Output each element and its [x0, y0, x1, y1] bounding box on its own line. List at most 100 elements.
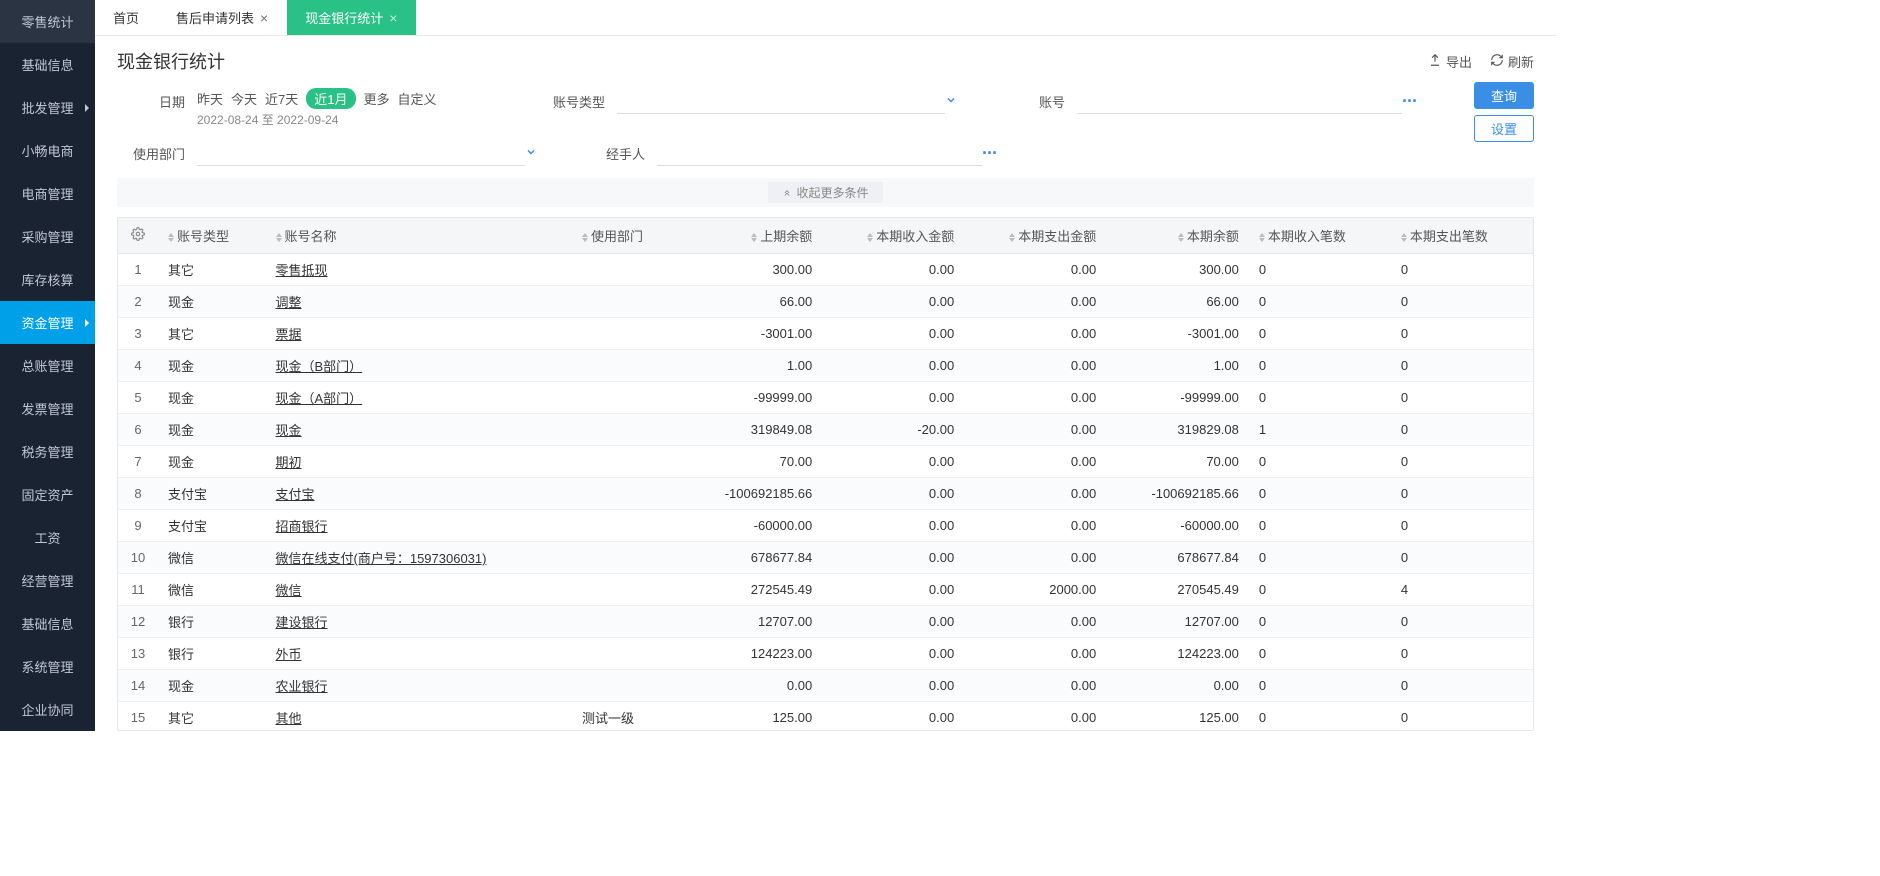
date-preset[interactable]: 近1月 — [306, 88, 355, 109]
sidebar-item[interactable]: 资金管理 — [0, 301, 95, 344]
sidebar-item[interactable]: 经营管理 — [0, 559, 95, 602]
sidebar-item[interactable]: 批发管理 — [0, 86, 95, 129]
date-preset[interactable]: 近7天 — [265, 89, 298, 108]
cell-inCnt: 0 — [1249, 382, 1391, 414]
cell-name[interactable]: 其他 — [266, 702, 573, 732]
filter-dept-label: 使用部门 — [117, 140, 197, 163]
sidebar-item[interactable]: 固定资产 — [0, 473, 95, 516]
date-preset[interactable]: 昨天 — [197, 89, 223, 108]
chevron-down-icon[interactable] — [945, 94, 957, 109]
column-label: 上期余额 — [760, 229, 812, 244]
column-header[interactable]: 本期支出金额 — [964, 218, 1106, 254]
tab-label: 现金银行统计 — [305, 8, 383, 27]
cell-type: 现金 — [158, 350, 266, 382]
sidebar-item[interactable]: 税务管理 — [0, 430, 95, 473]
cell-name[interactable]: 现金 — [266, 414, 573, 446]
cell-inCnt: 0 — [1249, 318, 1391, 350]
cell-in: 0.00 — [822, 446, 964, 478]
filter-date-label: 日期 — [117, 88, 197, 111]
cell-bal: 66.00 — [1106, 286, 1249, 318]
refresh-button[interactable]: 刷新 — [1490, 52, 1534, 71]
cell-name[interactable]: 现金（A部门） — [266, 382, 573, 414]
cell-dept — [572, 446, 680, 478]
cell-name[interactable]: 调整 — [266, 286, 573, 318]
sidebar-item[interactable]: 发票管理 — [0, 387, 95, 430]
query-button[interactable]: 查询 — [1474, 82, 1534, 109]
sidebar-item[interactable]: 企业协同 — [0, 688, 95, 731]
tab[interactable]: 现金银行统计 × — [287, 0, 416, 35]
sidebar-item[interactable]: 采购管理 — [0, 215, 95, 258]
sidebar-item[interactable]: 工资 — [0, 516, 95, 559]
sort-icon — [867, 233, 873, 242]
cell-type: 现金 — [158, 446, 266, 478]
column-header[interactable]: 本期支出笔数 — [1391, 218, 1533, 254]
date-preset[interactable]: 今天 — [231, 89, 257, 108]
table-row: 10微信微信在线支付(商户号：1597306031)678677.840.000… — [118, 542, 1533, 574]
cell-name[interactable]: 现金（B部门） — [266, 350, 573, 382]
cell-name[interactable]: 期初 — [266, 446, 573, 478]
cell-idx: 6 — [118, 414, 158, 446]
tab[interactable]: 首页 — [95, 0, 158, 35]
column-header[interactable]: 本期余额 — [1106, 218, 1249, 254]
table-row: 3其它票据-3001.000.000.00-3001.0000 — [118, 318, 1533, 350]
dept-input[interactable] — [197, 140, 525, 166]
date-preset[interactable]: 更多 — [364, 89, 390, 108]
handler-input[interactable] — [657, 140, 982, 166]
cell-name[interactable]: 建设银行 — [266, 606, 573, 638]
cell-name[interactable]: 微信在线支付(商户号：1597306031) — [266, 542, 573, 574]
cell-name[interactable]: 外币 — [266, 638, 573, 670]
cell-name[interactable]: 农业银行 — [266, 670, 573, 702]
date-preset[interactable]: 自定义 — [398, 89, 437, 108]
cell-name[interactable]: 微信 — [266, 574, 573, 606]
cell-name[interactable]: 零售抵现 — [266, 254, 573, 286]
chevron-down-icon[interactable] — [525, 146, 537, 161]
table-row: 13银行外币124223.000.000.00124223.0000 — [118, 638, 1533, 670]
page-header: 现金银行统计 导出 刷新 — [95, 36, 1556, 82]
close-icon[interactable]: × — [389, 10, 397, 26]
column-header[interactable]: 账号类型 — [158, 218, 266, 254]
cell-dept — [572, 638, 680, 670]
account-input[interactable] — [1077, 88, 1402, 114]
account-type-input[interactable] — [617, 88, 945, 114]
sidebar-item[interactable]: 库存核算 — [0, 258, 95, 301]
table-settings-header[interactable] — [118, 218, 158, 254]
cell-outCnt: 0 — [1391, 478, 1533, 510]
more-icon[interactable]: ··· — [982, 143, 997, 164]
more-icon[interactable]: ··· — [1402, 91, 1417, 112]
cell-name[interactable]: 票据 — [266, 318, 573, 350]
cell-name[interactable]: 支付宝 — [266, 478, 573, 510]
sidebar-item[interactable]: 电商管理 — [0, 172, 95, 215]
export-button[interactable]: 导出 — [1428, 52, 1472, 71]
sidebar-item[interactable]: 零售统计 — [0, 0, 95, 43]
refresh-label: 刷新 — [1508, 52, 1534, 71]
cell-bal: 678677.84 — [1106, 542, 1249, 574]
column-label: 本期收入金额 — [876, 229, 954, 244]
column-header[interactable]: 使用部门 — [572, 218, 680, 254]
export-label: 导出 — [1446, 52, 1472, 71]
cell-type: 其它 — [158, 318, 266, 350]
sidebar-item[interactable]: 基础信息 — [0, 43, 95, 86]
cell-name[interactable]: 招商银行 — [266, 510, 573, 542]
collapse-filters[interactable]: 收起更多条件 — [117, 178, 1534, 207]
sidebar-item[interactable]: 基础信息 — [0, 602, 95, 645]
cell-in: 0.00 — [822, 702, 964, 732]
sidebar-item[interactable]: 小畅电商 — [0, 129, 95, 172]
column-header[interactable]: 本期收入笔数 — [1249, 218, 1391, 254]
cell-prev: 319849.08 — [680, 414, 823, 446]
sidebar-item[interactable]: 总账管理 — [0, 344, 95, 387]
close-icon[interactable]: × — [260, 10, 268, 26]
column-header[interactable]: 本期收入金额 — [822, 218, 964, 254]
cell-dept — [572, 670, 680, 702]
column-header[interactable]: 上期余额 — [680, 218, 823, 254]
column-header[interactable]: 账号名称 — [266, 218, 573, 254]
gear-icon — [131, 229, 145, 244]
sort-icon — [1401, 233, 1407, 242]
cell-bal: -60000.00 — [1106, 510, 1249, 542]
sidebar-item[interactable]: 系统管理 — [0, 645, 95, 688]
filter-dept: 使用部门 — [117, 140, 537, 166]
sort-icon — [582, 233, 588, 242]
cell-dept — [572, 254, 680, 286]
table-row: 15其它其他测试一级125.000.000.00125.0000 — [118, 702, 1533, 732]
tab[interactable]: 售后申请列表× — [158, 0, 287, 35]
settings-button[interactable]: 设置 — [1474, 115, 1534, 142]
